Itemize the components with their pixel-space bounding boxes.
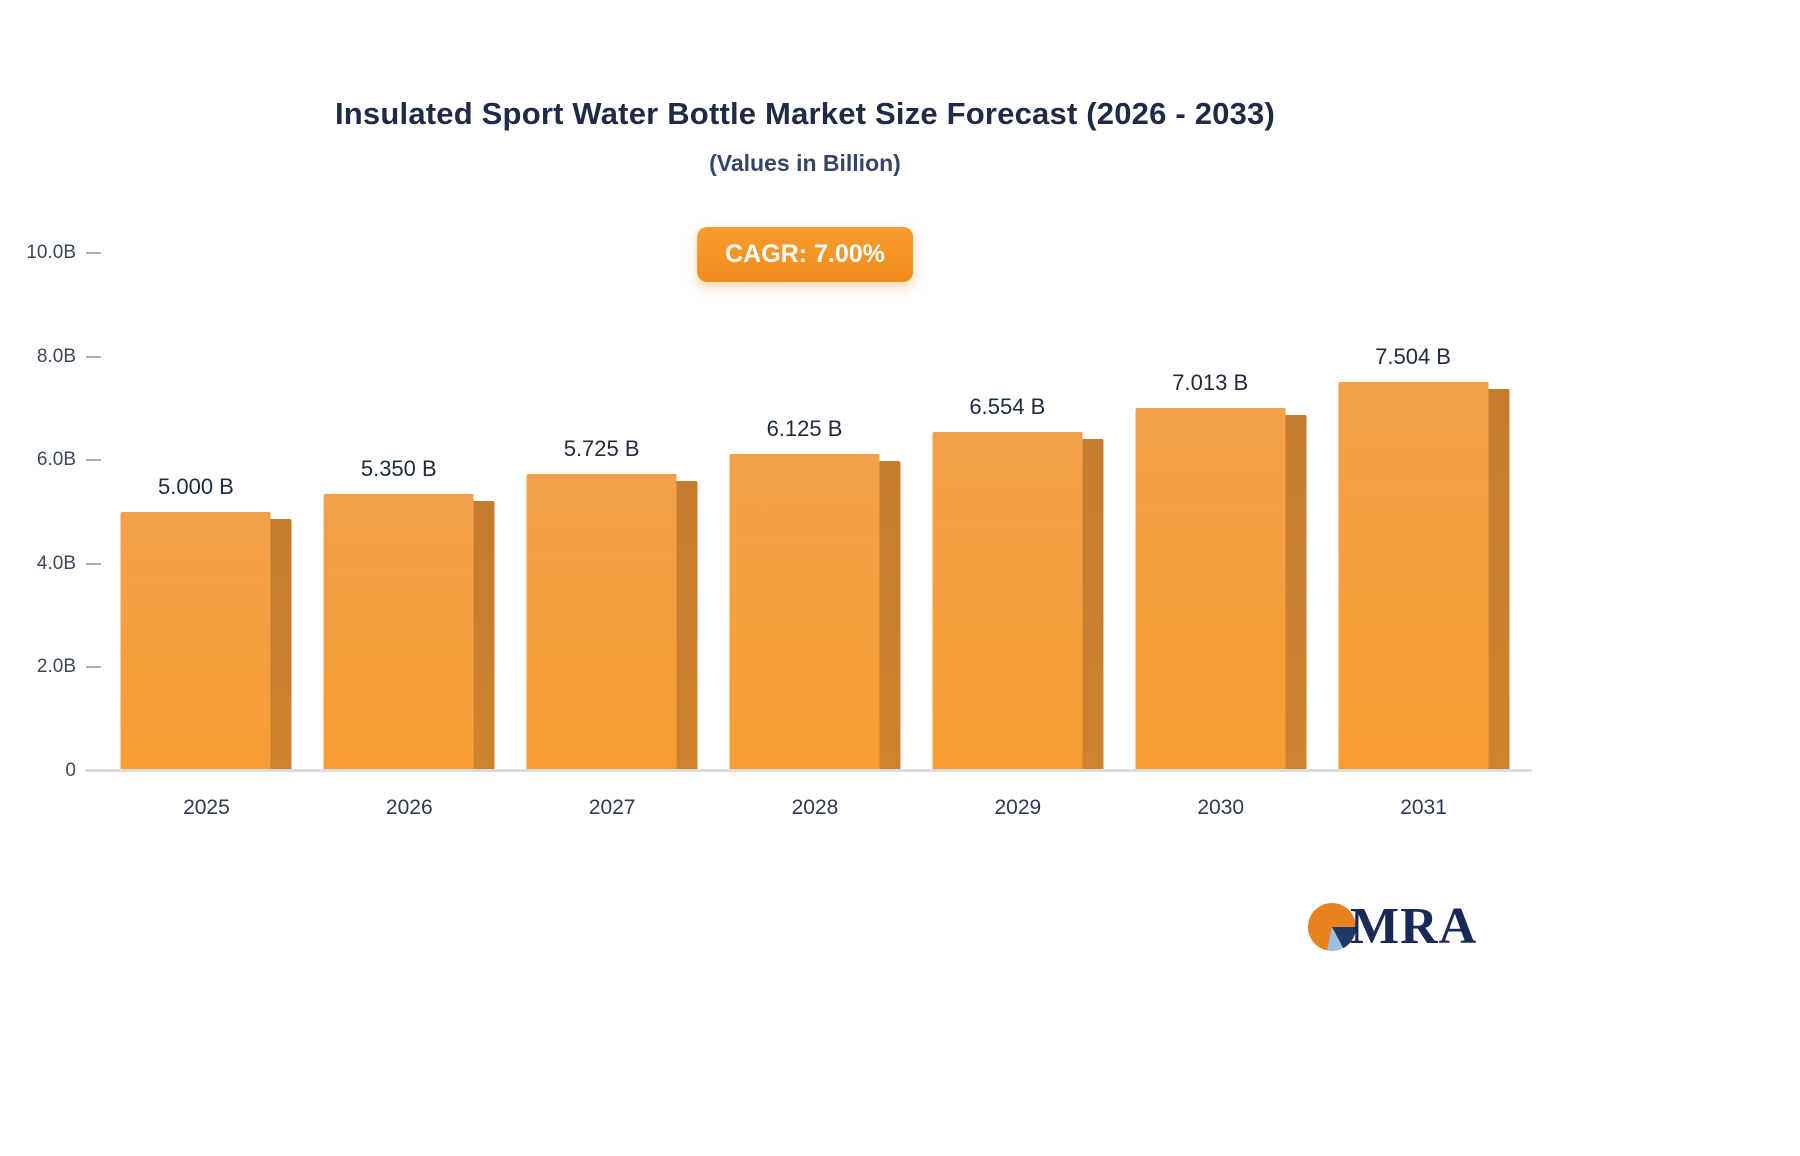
- bar-cell: 6.554 B 2029: [916, 253, 1119, 819]
- x-axis-label: 2026: [385, 796, 433, 819]
- bar-side-face: [1082, 439, 1104, 771]
- x-axis-label: 2031: [1400, 796, 1447, 819]
- bar: [1338, 382, 1489, 771]
- brand-name: MRA: [1350, 898, 1478, 955]
- x-axis-label: 2029: [994, 796, 1042, 819]
- bar-value-label: 6.554 B: [969, 394, 1046, 419]
- bar-side-face: [270, 519, 292, 771]
- bar-group: 6.125 B 2028: [729, 416, 901, 819]
- chart-subtitle: (Values in Billion): [709, 150, 901, 176]
- x-axis-line: [85, 769, 1532, 772]
- bar-cell: 5.000 B 2025: [105, 253, 308, 819]
- plot-area: 5.000 B 2025 5.350 B 2026 5.725 B 2027 6.125 B…: [105, 253, 1525, 819]
- brand-logo: MRA: [1308, 898, 1478, 955]
- bar-side-face: [676, 481, 698, 771]
- bar-group: 5.725 B 2027: [526, 436, 698, 819]
- cagr-badge: CAGR: 7.00%: [697, 227, 913, 282]
- bar-side-face: [1488, 389, 1510, 771]
- bar-side-face: [473, 501, 495, 771]
- bar-side-face: [1285, 415, 1307, 771]
- bar: [526, 474, 677, 771]
- bar-value-label: 7.013 B: [1172, 370, 1249, 395]
- cagr-label: CAGR: 7.00%: [725, 240, 885, 268]
- chart-title: Insulated Sport Water Bottle Market Size…: [334, 96, 1275, 131]
- y-tick-label: 8.0B: [36, 345, 76, 367]
- y-tick-label: 10.0B: [26, 242, 76, 263]
- y-tick-label: 4.0B: [36, 552, 76, 574]
- y-tick-mark: [86, 562, 101, 565]
- bar-value-label: 5.725 B: [563, 436, 640, 461]
- bar-group: 7.013 B 2030: [1135, 370, 1307, 819]
- x-axis-label: 2030: [1197, 796, 1245, 819]
- bar-cell: 6.125 B 2028: [714, 253, 917, 819]
- bar-group: 6.554 B 2029: [932, 394, 1104, 819]
- bar-value-label: 6.125 B: [766, 416, 843, 441]
- y-tick-mark: [86, 252, 101, 254]
- bar-side-face: [879, 461, 901, 771]
- y-tick-mark: [86, 355, 101, 358]
- y-tick-label: 6.0B: [36, 449, 76, 471]
- bar-value-label: 5.000 B: [158, 474, 234, 499]
- bar-group: 5.350 B 2026: [323, 456, 495, 819]
- bar: [729, 454, 880, 771]
- bar-cell: 5.350 B 2026: [308, 253, 511, 819]
- bar: [120, 512, 271, 771]
- y-tick-label: 0: [65, 760, 76, 781]
- bar-value-label: 7.504 B: [1375, 344, 1451, 369]
- y-tick-mark: [86, 666, 101, 669]
- pie-chart-logo-icon: [1308, 903, 1356, 951]
- x-axis-label: 2028: [791, 796, 839, 819]
- x-axis-label: 2027: [588, 796, 636, 819]
- bar: [323, 494, 474, 771]
- y-tick-mark: [86, 459, 101, 462]
- bar-cell: 7.013 B 2030: [1119, 253, 1322, 819]
- bar-group: 7.504 B 2031: [1338, 344, 1510, 819]
- bar-group: 5.000 B 2025: [120, 474, 292, 819]
- bar-value-label: 5.350 B: [360, 456, 437, 481]
- bar-cell: 5.725 B 2027: [511, 253, 714, 819]
- bar: [932, 432, 1083, 771]
- x-axis-label: 2025: [183, 796, 230, 819]
- y-axis: 10.0B 8.0B 6.0B 4.0B 2.0B 0: [0, 242, 105, 781]
- y-tick-label: 2.0B: [36, 656, 76, 678]
- bar: [1135, 408, 1286, 771]
- bar-cell: 7.504 B 2031: [1322, 253, 1525, 819]
